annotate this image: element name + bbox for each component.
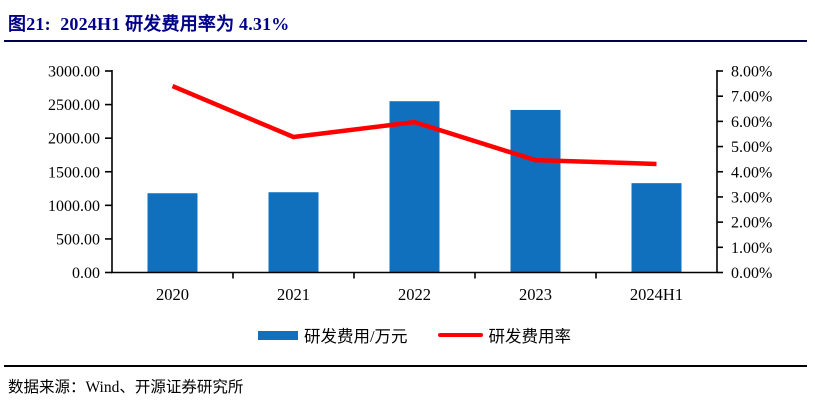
y-right-tick-label: 0.00% xyxy=(731,265,772,282)
bar-2021 xyxy=(268,192,319,273)
legend-bar-label: 研发费用/万元 xyxy=(303,327,408,346)
y-left-tick-label: 3000.00 xyxy=(48,64,100,81)
figure-title: 图21: 2024H1 研发费用率为 4.31% xyxy=(8,14,290,34)
y-left-tick-label: 2000.00 xyxy=(48,131,100,148)
bar-2020 xyxy=(147,193,198,273)
y-left-tick-label: 0.00 xyxy=(72,265,100,282)
chart-legend: 研发费用/万元 研发费用率 xyxy=(112,324,717,346)
y-right-tick-label: 6.00% xyxy=(731,114,772,131)
x-tick-label-2024H1: 2024H1 xyxy=(630,285,683,304)
x-tick-label-2020: 2020 xyxy=(156,285,189,304)
bar-2022 xyxy=(389,101,440,273)
y-right-tick-label: 1.00% xyxy=(731,240,772,257)
y-right-tick-label: 7.00% xyxy=(731,89,772,106)
rate-line-series xyxy=(171,84,657,167)
x-tick-label-2021: 2021 xyxy=(277,285,310,304)
y-left-tick-label: 1500.00 xyxy=(48,164,100,181)
y-right-tick-label: 5.00% xyxy=(731,139,772,156)
y-right-tick-label: 3.00% xyxy=(731,189,772,206)
bar-2024H1 xyxy=(631,183,682,273)
legend-item-bar: 研发费用/万元 xyxy=(257,323,408,347)
data-source: 数据来源：Wind、开源证券研究所 xyxy=(8,379,244,396)
legend-line-label: 研发费用率 xyxy=(488,327,572,346)
chart-canvas: 2020 2021 2022 2023 2024H1 0.00 500.00 1000.00 1… xyxy=(48,64,772,305)
line-swatch-icon xyxy=(437,332,483,338)
y-right-tick-label: 2.00% xyxy=(731,215,772,232)
y-left-tick-label: 2500.00 xyxy=(48,97,100,114)
y-right-tick-label: 4.00% xyxy=(731,164,772,181)
title-divider xyxy=(4,40,807,42)
bar-swatch-icon xyxy=(257,330,298,340)
bar-2023 xyxy=(510,109,561,273)
y-left-tick-label: 1000.00 xyxy=(48,198,100,215)
legend-item-line: 研发费用率 xyxy=(437,323,572,347)
x-tick-label-2023: 2023 xyxy=(519,285,552,304)
footer-divider xyxy=(4,365,807,367)
y-right-tick-label: 8.00% xyxy=(731,64,772,81)
y-left-tick-label: 500.00 xyxy=(56,231,100,248)
x-tick-label-2022: 2022 xyxy=(398,285,431,304)
